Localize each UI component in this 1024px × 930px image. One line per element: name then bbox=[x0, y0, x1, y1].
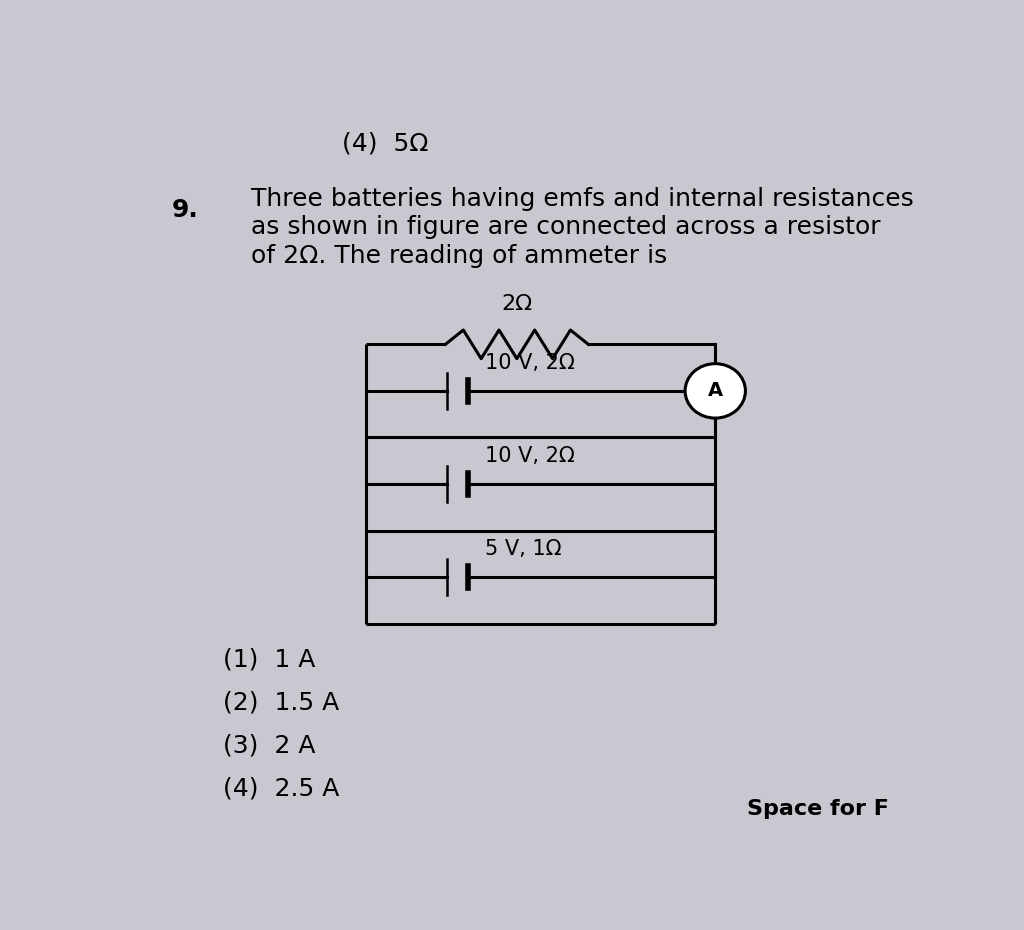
Text: 9.: 9. bbox=[172, 197, 199, 221]
Text: 10 V, 2Ω: 10 V, 2Ω bbox=[485, 446, 574, 466]
Circle shape bbox=[685, 364, 745, 418]
Text: A: A bbox=[708, 381, 723, 401]
Text: (2)  1.5 A: (2) 1.5 A bbox=[223, 690, 340, 714]
Text: 2Ω: 2Ω bbox=[502, 294, 532, 314]
Text: (4)  5Ω: (4) 5Ω bbox=[342, 132, 429, 156]
Text: (4)  2.5 A: (4) 2.5 A bbox=[223, 777, 340, 801]
Text: (1)  1 A: (1) 1 A bbox=[223, 647, 315, 671]
Text: of 2Ω. The reading of ammeter is: of 2Ω. The reading of ammeter is bbox=[251, 244, 668, 268]
Text: Space for F: Space for F bbox=[748, 799, 889, 819]
Text: 5 V, 1Ω: 5 V, 1Ω bbox=[485, 539, 561, 559]
Text: 10 V, 2Ω: 10 V, 2Ω bbox=[485, 353, 574, 373]
Text: Three batteries having emfs and internal resistances: Three batteries having emfs and internal… bbox=[251, 187, 913, 211]
Text: (3)  2 A: (3) 2 A bbox=[223, 734, 315, 757]
Text: as shown in figure are connected across a resistor: as shown in figure are connected across … bbox=[251, 216, 881, 239]
